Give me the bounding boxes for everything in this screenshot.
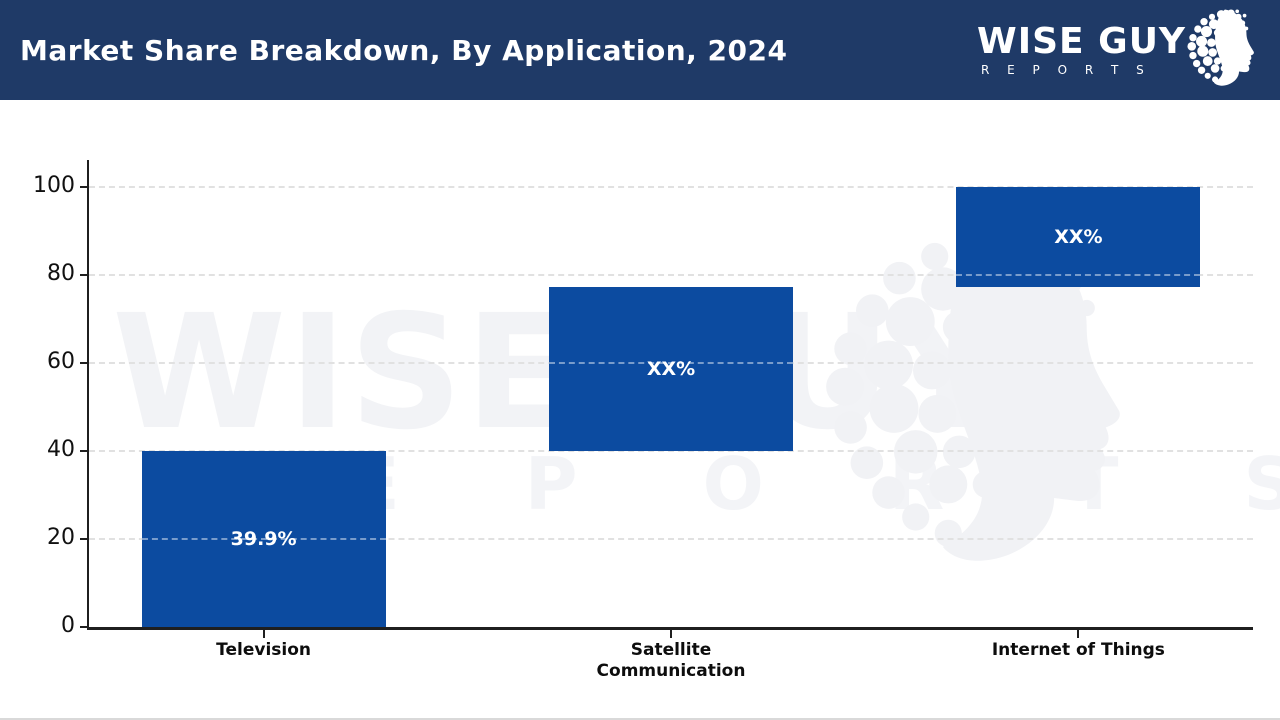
bar-gridline-overlay — [549, 361, 793, 364]
y-tick-0 — [80, 626, 88, 628]
logo-reports-label: R E P O R T S — [980, 62, 1151, 77]
wiseguy-logo: WISE GUY R E P O R T S — [977, 0, 1266, 100]
x-axis-line — [87, 627, 1253, 630]
logo-wiseguy-label: WISE GUY — [976, 20, 1186, 62]
y-tick-40 — [80, 450, 88, 452]
page-title: Market Share Breakdown, By Application, … — [20, 33, 788, 67]
x-tick-0 — [262, 630, 265, 638]
bar-value-label: 39.9% — [230, 528, 297, 551]
gridline-100 — [89, 186, 1253, 188]
bar-gridline-overlay — [141, 537, 386, 540]
bar-value-label: XX% — [1054, 226, 1103, 249]
y-tick-100 — [80, 186, 88, 188]
y-tick-label-60: 60 — [47, 349, 75, 374]
x-axis-label-2: Internet of Things — [991, 640, 1165, 660]
bar-internet-of-things: XX% — [956, 187, 1201, 288]
header-bar: Market Share Breakdown, By Application, … — [0, 0, 1280, 100]
y-tick-label-80: 80 — [47, 261, 75, 286]
gridline-80 — [89, 274, 1253, 276]
x-tick-2 — [1077, 630, 1080, 638]
x-axis-label-1: Satellite Communication — [596, 640, 746, 681]
x-axis-label-0: Television — [216, 640, 312, 660]
y-tick-80 — [80, 274, 88, 276]
y-tick-label-20: 20 — [47, 525, 75, 550]
y-axis-line — [87, 160, 89, 629]
bar-gridline-overlay — [956, 274, 1201, 276]
y-tick-20 — [80, 538, 88, 540]
bar-television: 39.9% — [141, 451, 386, 627]
logo-dotted-head-icon — [1174, 7, 1266, 93]
x-tick-1 — [670, 630, 672, 638]
y-tick-label-40: 40 — [47, 437, 75, 462]
footer-divider — [0, 718, 1280, 720]
y-tick-label-100: 100 — [33, 173, 75, 198]
logo-text: WISE GUY R E P O R T S — [976, 20, 1186, 77]
gridline-20 — [89, 538, 1253, 540]
bar-satellite-communication: XX% — [549, 287, 793, 452]
y-tick-60 — [80, 362, 88, 364]
bar-value-label: XX% — [646, 358, 696, 381]
y-tick-label-0: 0 — [61, 613, 75, 638]
